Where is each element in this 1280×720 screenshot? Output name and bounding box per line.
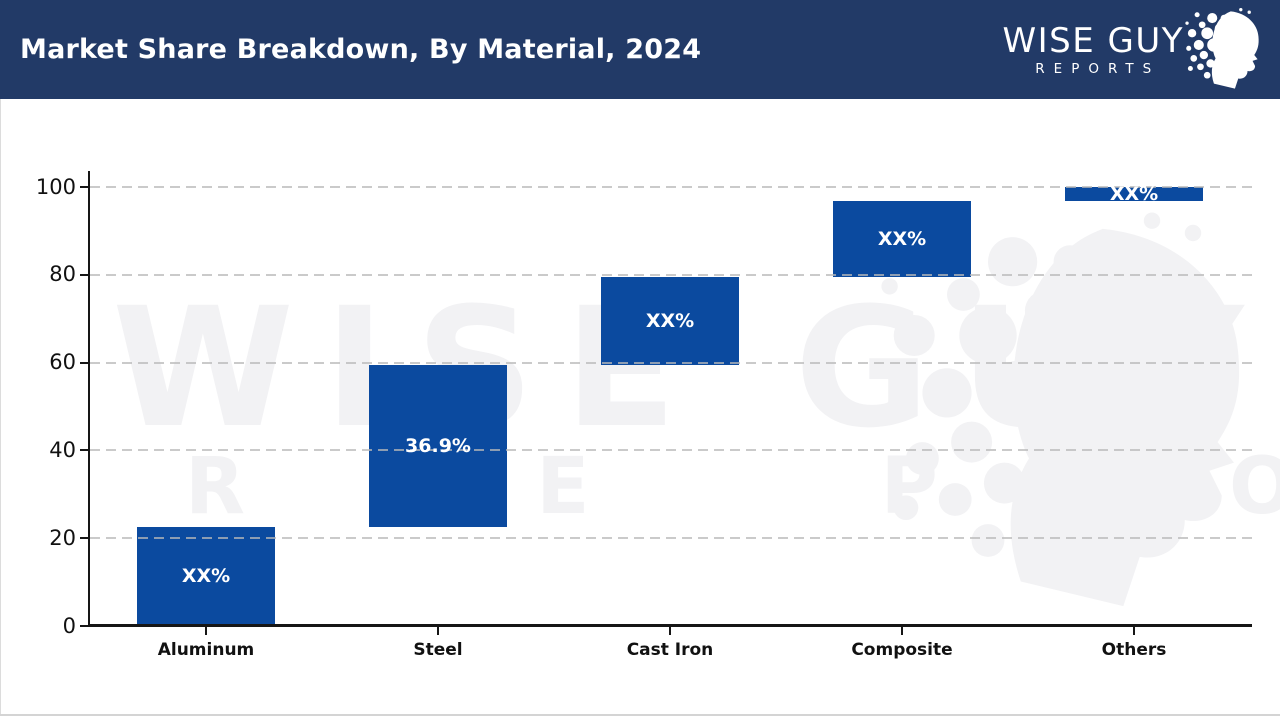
y-tick-label: 80 [49, 262, 76, 287]
y-tick-mark [80, 625, 88, 627]
x-tick-mark [669, 627, 671, 635]
gridline-y-60 [90, 361, 1252, 364]
x-tick-mark [205, 627, 207, 635]
brand-head-logo-icon [1185, 8, 1259, 89]
x-tick-mark [1133, 627, 1135, 635]
x-axis-line [88, 624, 1252, 627]
x-category-label-aluminum: Aluminum [157, 640, 255, 660]
y-axis-line [88, 171, 90, 626]
y-tick-label: 100 [35, 174, 76, 199]
y-tick-mark [80, 361, 88, 364]
y-tick-mark [80, 449, 88, 452]
left-border [0, 99, 1, 714]
y-tick-label: 20 [49, 525, 76, 550]
y-tick-mark [80, 186, 88, 188]
brand-name: WISE GUY [1002, 20, 1184, 61]
x-tick-mark [437, 627, 439, 635]
y-tick-label: 0 [62, 613, 76, 638]
brand-logo-text: WISE GUY REPORTS [1002, 24, 1184, 77]
bar-value-label: XX% [877, 227, 927, 250]
bar-steel [369, 364, 507, 527]
x-category-label-composite: Composite [851, 640, 953, 660]
x-category-label-others: Others [1101, 640, 1167, 660]
bar-value-label: XX% [645, 309, 695, 332]
y-tick-label: 60 [49, 350, 76, 375]
y-tick-label: 40 [49, 437, 76, 462]
x-category-label-cast-iron: Cast Iron [626, 640, 714, 660]
bar-value-label: XX% [1109, 182, 1159, 205]
brand-logo: WISE GUY REPORTS [1002, 7, 1266, 93]
x-tick-mark [901, 627, 903, 635]
y-tick-mark [80, 537, 88, 540]
gridline-y-20 [90, 537, 1252, 540]
chart-title: Market Share Breakdown, By Material, 202… [20, 34, 702, 65]
bar-composite [833, 200, 971, 277]
bar-value-label: 36.9% [405, 434, 471, 457]
y-tick-mark [80, 273, 88, 276]
gridline-y-80 [90, 273, 1252, 276]
x-category-label-steel: Steel [413, 640, 463, 660]
header-bar: Market Share Breakdown, By Material, 202… [0, 0, 1280, 99]
brand-subname: REPORTS [1035, 60, 1161, 77]
bar-cast-iron [601, 276, 739, 365]
gridline-y-40 [90, 449, 1252, 452]
gridline-y-100 [90, 186, 1252, 188]
bar-value-label: XX% [181, 565, 231, 588]
bottom-border [0, 714, 1280, 716]
bar-aluminum [137, 526, 275, 626]
bar-others [1065, 187, 1203, 201]
